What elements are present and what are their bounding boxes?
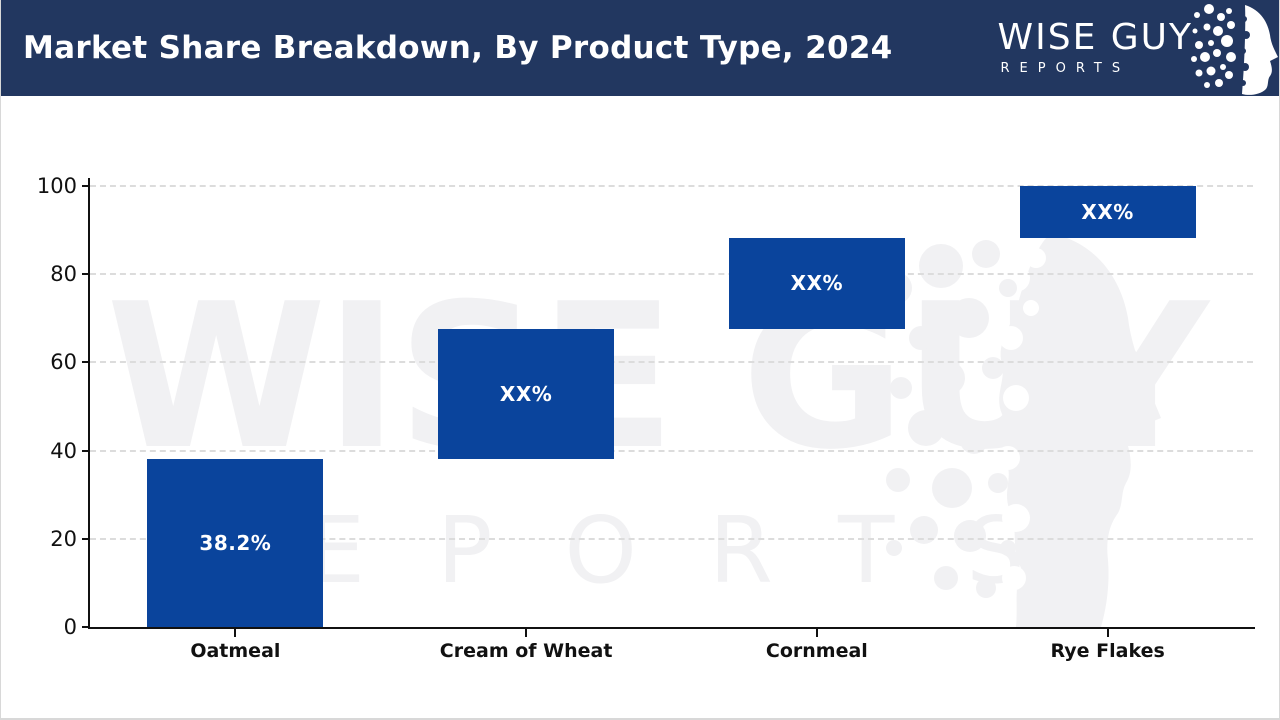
page-title: Market Share Breakdown, By Product Type,…	[23, 30, 893, 66]
x-axis-tick	[525, 629, 528, 637]
x-axis-category-label: Cream of Wheat	[439, 640, 613, 662]
x-axis-tick	[234, 629, 237, 637]
y-axis-tick-label: 0	[63, 615, 77, 639]
y-axis-tick	[82, 449, 90, 452]
logo-wordmark: WISE GUY	[997, 17, 1193, 58]
y-axis-line	[88, 178, 90, 629]
bar-value-label: XX%	[790, 271, 844, 296]
y-axis-tick-label: 20	[50, 526, 77, 551]
x-axis-category-label: Oatmeal	[190, 640, 281, 662]
y-axis-tick-label: 60	[50, 350, 77, 375]
y-axis-tick	[82, 185, 90, 187]
x-axis-tick	[1106, 629, 1109, 637]
logo-head-icon	[1191, 4, 1278, 95]
gridline-40	[90, 449, 1253, 452]
gridline-80	[90, 273, 1253, 276]
bar-value-label: 38.2%	[199, 530, 272, 555]
x-axis-tick	[815, 629, 818, 637]
header-bar: Market Share Breakdown, By Product Type,…	[1, 0, 1280, 96]
bar-oatmeal: 38.2%	[147, 458, 324, 627]
y-axis-tick-label: 80	[50, 262, 77, 287]
gridline-60	[90, 361, 1253, 364]
y-axis-tick	[82, 537, 90, 540]
bar-value-label: XX%	[499, 381, 553, 406]
x-axis-line	[88, 627, 1255, 629]
x-axis-category-label: Rye Flakes	[1050, 640, 1165, 662]
x-axis-category-label: Cornmeal	[765, 640, 868, 662]
logo-subtitle: REPORTS	[1000, 61, 1131, 76]
y-axis-tick	[82, 273, 90, 276]
bar-value-label: XX%	[1081, 200, 1134, 225]
wiseguy-logo: WISE GUY REPORTS	[998, 1, 1280, 95]
bar-rye-flakes: XX%	[1019, 186, 1196, 239]
bar-cornmeal: XX%	[728, 238, 905, 329]
y-axis-tick-label: 100	[36, 174, 77, 198]
y-axis-tick	[82, 626, 90, 628]
gridline-20	[90, 537, 1253, 540]
gridline-100	[90, 185, 1253, 187]
bar-cream-of-wheat: XX%	[438, 328, 615, 459]
y-axis-tick	[82, 361, 90, 364]
y-axis-tick-label: 40	[50, 438, 77, 463]
